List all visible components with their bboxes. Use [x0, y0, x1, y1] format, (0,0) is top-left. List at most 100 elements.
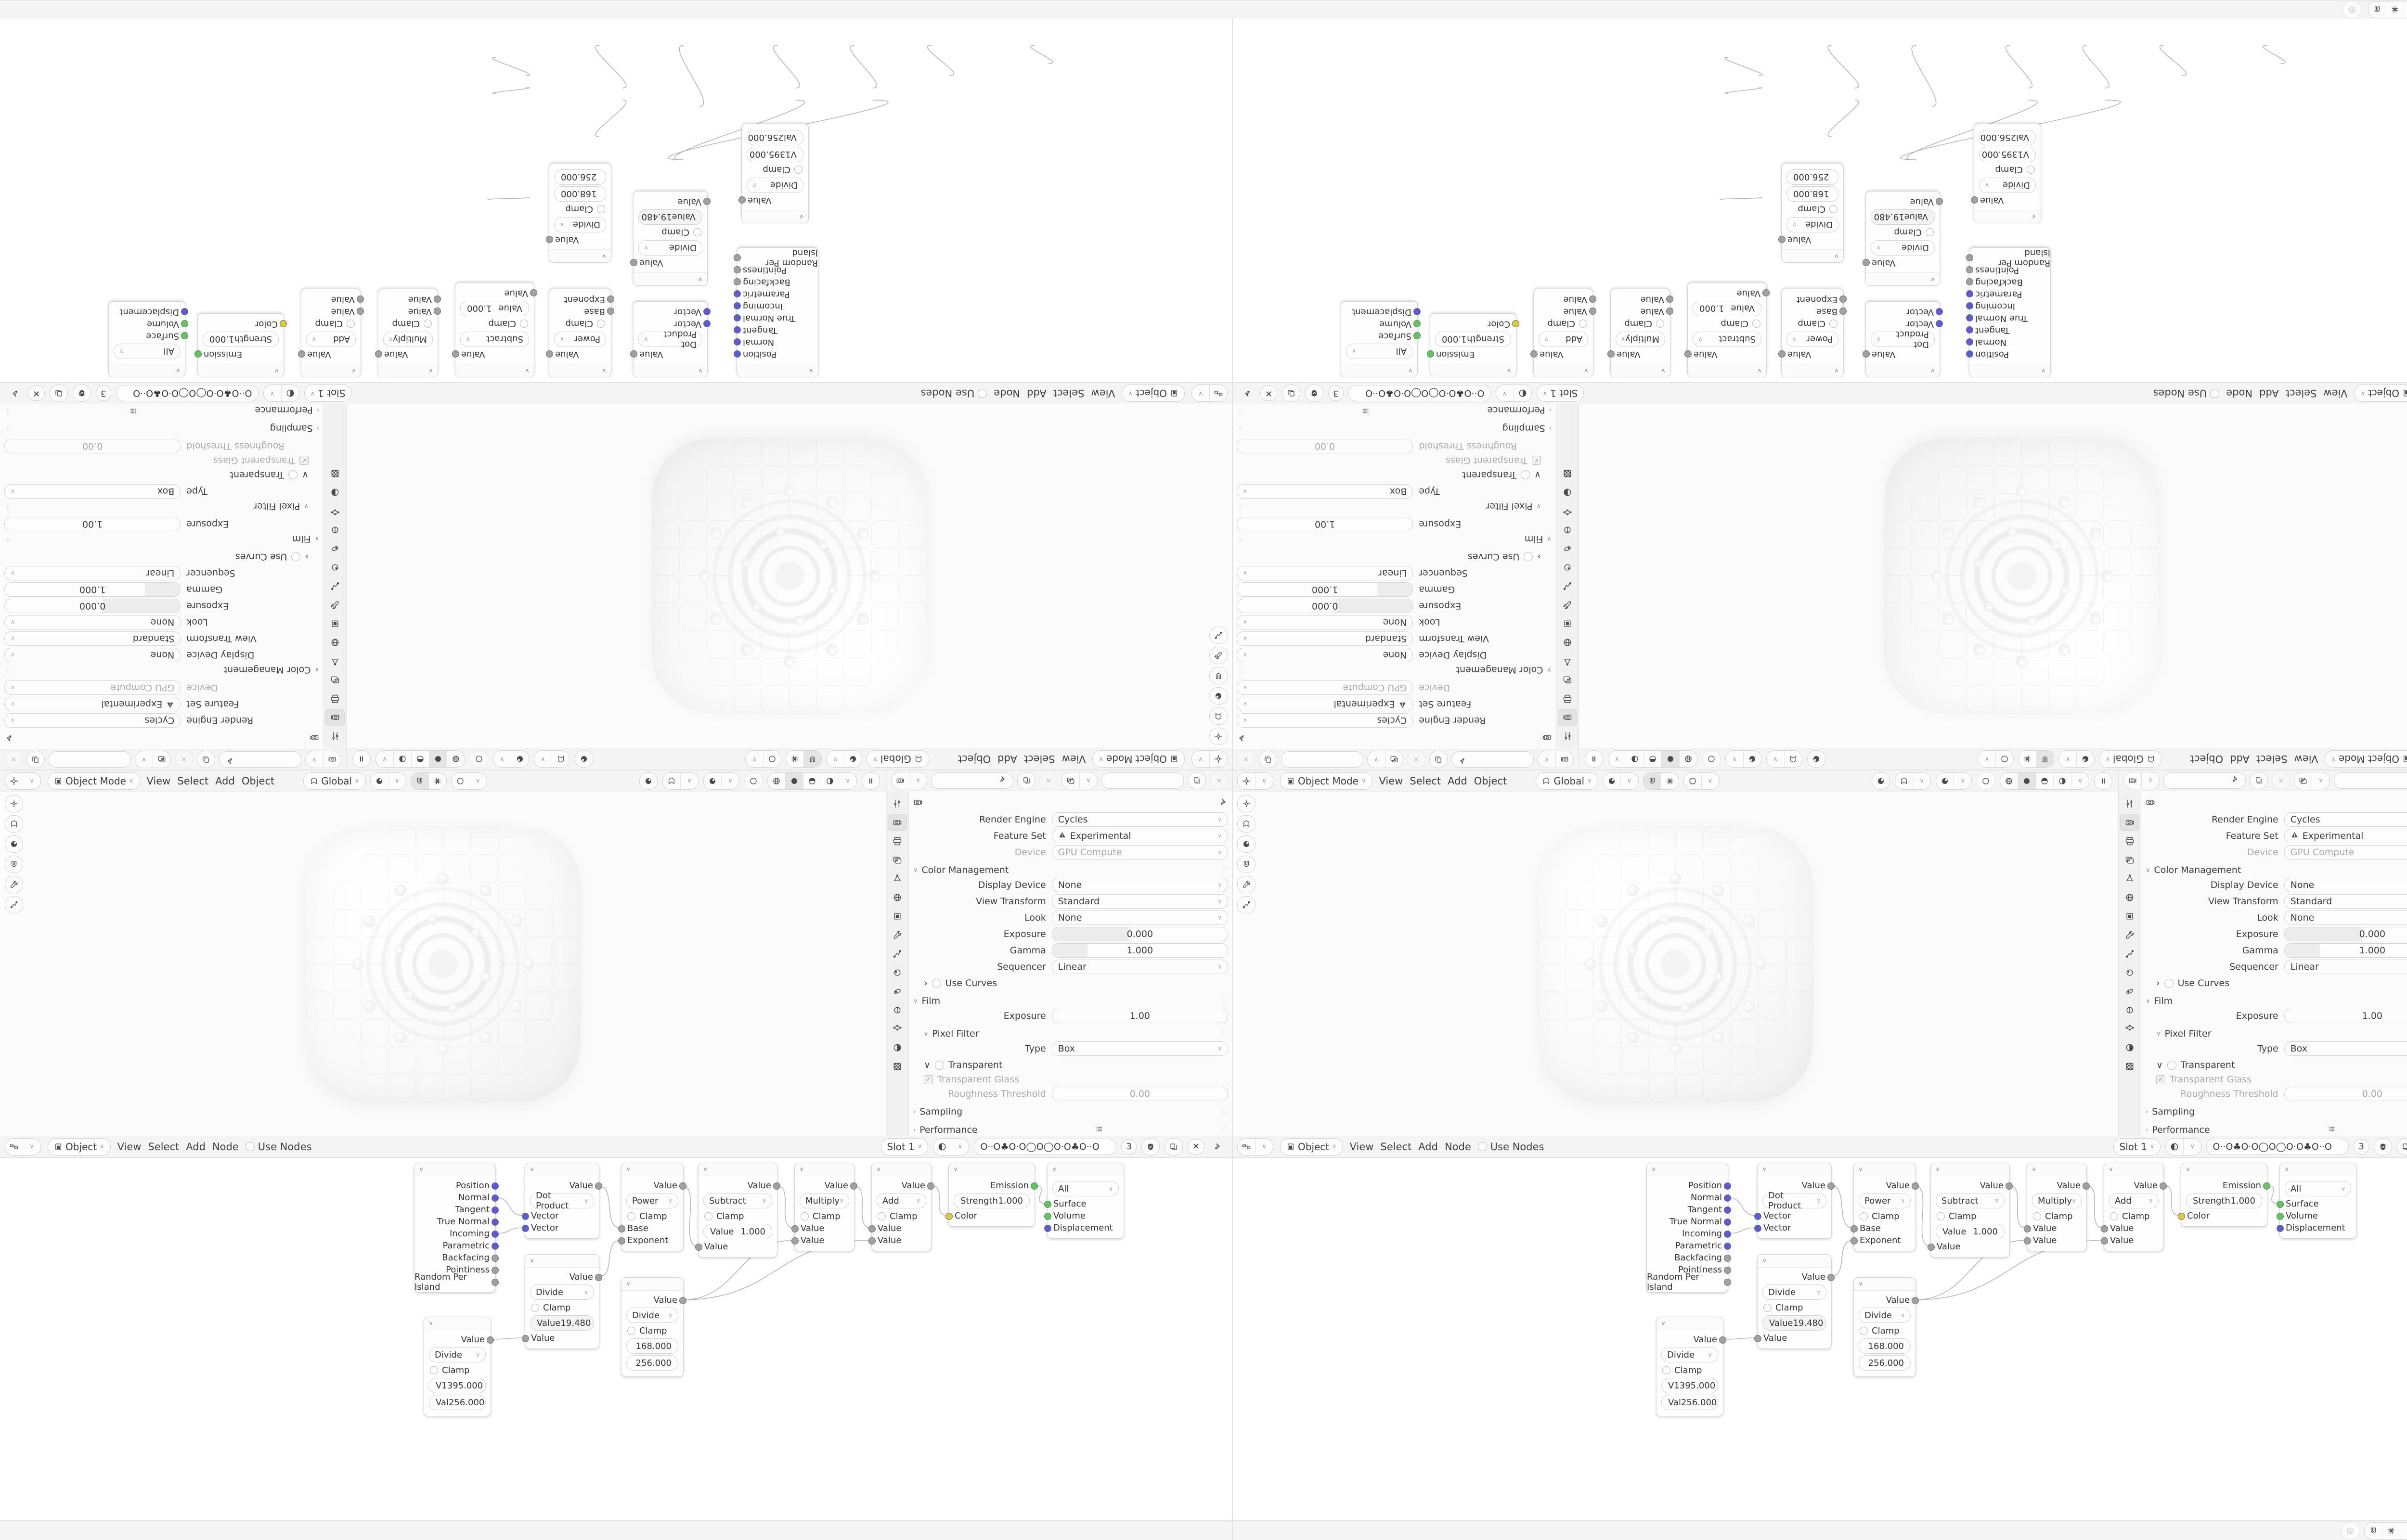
shading-chevron[interactable]: ∨	[382, 756, 387, 763]
viewlayer-datablock-selector[interactable]: ∨	[1061, 771, 1098, 789]
collapse-chevron-icon[interactable]: ∨	[2031, 213, 2036, 220]
node-checkbox[interactable]: Clamp	[621, 1324, 683, 1337]
collapse-chevron-icon[interactable]: ∨	[530, 1258, 535, 1264]
checkbox-box[interactable]	[693, 228, 701, 237]
output-socket[interactable]	[1724, 1267, 1731, 1274]
node-dot-product[interactable]: ∨ Value Dot Product ∨ Vector Vector	[522, 1163, 602, 1239]
gamma-slider[interactable]: 1.000	[1051, 943, 1228, 958]
output-socket[interactable]	[734, 350, 741, 358]
material-sphere-icon[interactable]	[1513, 385, 1531, 402]
property-checkbox-use-curves[interactable]: › Use Curves	[1237, 550, 1541, 564]
scene-datablock-field[interactable]	[219, 751, 301, 768]
pivot-icon[interactable]	[371, 772, 388, 789]
node-header[interactable]: ∨	[1782, 364, 1843, 377]
pin-icon[interactable]	[6, 385, 23, 402]
node-header[interactable]: ∨	[109, 364, 185, 377]
editor-type-chevron[interactable]: ∨	[1262, 777, 1267, 784]
pin-icon[interactable]	[225, 755, 233, 765]
input-socket[interactable]	[1512, 320, 1519, 327]
output-socket[interactable]	[1778, 236, 1786, 243]
cm-exposure-slider[interactable]: 0.000	[4, 599, 181, 613]
node-menu-view[interactable]: View	[1091, 387, 1115, 399]
node-editor-icon[interactable]	[5, 1138, 23, 1155]
properties-tab-constraints[interactable]	[2120, 1001, 2139, 1019]
collapse-chevron-icon[interactable]: ∨	[1757, 367, 1762, 374]
unlink-icon[interactable]: ✕	[28, 385, 45, 401]
editor-type-chevron[interactable]: ∨	[29, 777, 34, 784]
material-users-count[interactable]: 3	[96, 385, 111, 401]
input-socket[interactable]	[2277, 1213, 2284, 1220]
material-datablock-group[interactable]: ∨	[263, 385, 299, 402]
property-section-sampling[interactable]: › Sampling	[913, 1104, 1228, 1119]
node-value-field[interactable]: Value 19.480	[638, 209, 702, 225]
properties-tab-scene[interactable]	[888, 870, 907, 887]
properties-tab-object[interactable]	[325, 596, 345, 614]
node-subtract[interactable]: ∨ Value Subtract ∨ Clamp Value 1.000 Value	[1928, 1163, 2013, 1258]
property-section-color-management[interactable]: ∨ Color Management	[1237, 662, 1552, 678]
node-dropdown[interactable]: Multiply ∨	[800, 1193, 849, 1208]
node-header[interactable]: ∨	[378, 364, 438, 377]
property-section-color-management[interactable]: ∨ Color Management	[4, 662, 319, 678]
sequencer-field[interactable]: Linear∨	[4, 566, 181, 580]
output-socket[interactable]	[630, 259, 637, 266]
properties-tab-physics[interactable]	[325, 540, 345, 557]
properties-tab-material[interactable]	[2120, 1039, 2139, 1056]
properties-tab-particles[interactable]	[888, 964, 907, 981]
node-subtract[interactable]: ∨ Value Subtract ∨ Clamp Value 1.000 Value	[695, 1163, 780, 1258]
shader-type-selector[interactable]: Object ∨	[1122, 385, 1185, 402]
properties-tab-physics[interactable]	[1558, 540, 1577, 557]
gizmos-icon[interactable]	[1784, 751, 1802, 768]
output-socket[interactable]	[1031, 1182, 1038, 1190]
snap-group[interactable]	[410, 772, 447, 790]
render-camera-icon[interactable]	[1542, 731, 1552, 743]
viewport-menu-select[interactable]: Select	[1023, 753, 1055, 765]
render-engine-field[interactable]: Cycles∨	[2284, 812, 2407, 827]
tool-magnet-icon[interactable]	[1209, 667, 1228, 684]
snap-magnet-icon[interactable]	[2368, 1, 2386, 18]
output-socket[interactable]	[492, 1231, 499, 1238]
node-menu-add[interactable]: Add	[186, 1141, 206, 1153]
visibility-icon[interactable]	[1807, 750, 1825, 768]
node-dropdown[interactable]: Multiply ∨	[1616, 332, 1665, 347]
input-socket[interactable]	[2101, 1237, 2108, 1245]
node-editor-canvas[interactable]: ∨ Position Normal Tangent True Normal Incomin…	[0, 16, 1232, 382]
properties-tab-output[interactable]	[1558, 690, 1577, 707]
checkbox-box[interactable]	[794, 166, 802, 174]
viewlayer-name-field[interactable]	[2334, 772, 2407, 789]
node-header[interactable]: ∨	[621, 1278, 683, 1291]
render-engine-field[interactable]: Cycles∨	[1051, 812, 1228, 827]
property-section-film[interactable]: ∨ Film	[913, 993, 1228, 1009]
pause-icon[interactable]	[352, 750, 371, 768]
output-socket[interactable]	[679, 1182, 686, 1190]
falloff-chevron[interactable]: ∨	[1708, 777, 1713, 784]
pin-icon[interactable]	[999, 775, 1007, 786]
node-dropdown[interactable]: All ∨	[114, 344, 180, 359]
properties-tab-physics[interactable]	[2120, 983, 2139, 1000]
collapse-chevron-icon[interactable]: ∨	[1651, 1166, 1656, 1173]
checkbox-box[interactable]	[2027, 166, 2035, 174]
display-device-field[interactable]: None∨	[1237, 648, 1413, 662]
output-socket[interactable]	[1966, 314, 1973, 321]
input-socket[interactable]	[1754, 1225, 1761, 1232]
node-divide-a[interactable]: ∨ Value Divide ∨ Clamp Value 19.480 Value	[1863, 191, 1943, 286]
section-list-icon[interactable]	[1095, 1125, 1103, 1135]
material-slot-selector[interactable]: Slot 1 ∨	[304, 385, 352, 402]
properties-icon[interactable]	[2124, 772, 2142, 789]
viewport-menu-add[interactable]: Add	[997, 753, 1017, 765]
new-scene-icon[interactable]	[197, 751, 215, 769]
input-socket[interactable]	[1044, 1225, 1051, 1232]
node-checkbox[interactable]: Clamp	[699, 1210, 777, 1222]
node-dropdown[interactable]: Add ∨	[306, 332, 356, 347]
use-nodes-checkbox[interactable]	[978, 389, 987, 398]
snap-grid-icon[interactable]	[2382, 1522, 2400, 1539]
snap-target-icon[interactable]	[2019, 751, 2036, 768]
fake-user-icon[interactable]	[2373, 1138, 2392, 1155]
viewlayer-chevron[interactable]: ∨	[142, 756, 146, 763]
film-exposure-field[interactable]: 1.00	[2284, 1009, 2407, 1023]
node-power[interactable]: ∨ Value Power ∨ Clamp Base Exponent	[546, 289, 614, 377]
roughness-threshold-field[interactable]: 0.00	[1237, 439, 1413, 453]
look-field[interactable]: None∨	[1237, 615, 1413, 629]
node-value-field[interactable]: Strength 1.000	[954, 1193, 1030, 1208]
proportional-icon[interactable]	[1684, 772, 1702, 789]
